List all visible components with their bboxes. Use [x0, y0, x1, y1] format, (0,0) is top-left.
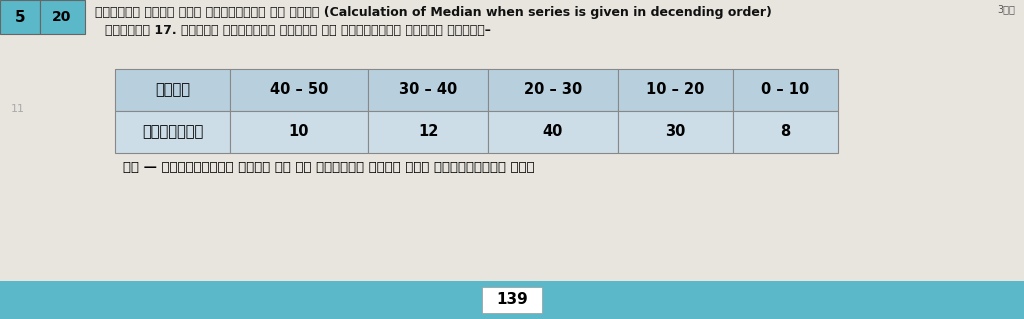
Text: 5: 5: [14, 10, 26, 25]
Text: 8: 8: [780, 124, 791, 139]
Bar: [368, 111, 488, 153]
Text: हल — वर्गान्तर पहले से ही अवरोही क्रम में व्यवस्थित है।: हल — वर्गान्तर पहले से ही अवरोही क्रम मे…: [123, 161, 535, 174]
Text: 12: 12: [418, 124, 438, 139]
Bar: [618, 111, 733, 153]
Bar: [55, 281, 1024, 319]
Text: आवृत्ति: आवृत्ति: [142, 124, 203, 139]
Text: 3नं: 3नं: [997, 4, 1015, 14]
Bar: [618, 69, 733, 111]
Text: 0 – 10: 0 – 10: [762, 83, 810, 98]
Text: 30: 30: [666, 124, 686, 139]
Bar: [115, 111, 230, 153]
Bar: [733, 111, 838, 153]
Text: 20 – 30: 20 – 30: [524, 83, 582, 98]
Bar: [115, 69, 230, 111]
Bar: [368, 69, 488, 111]
Text: 30 – 40: 30 – 40: [399, 83, 457, 98]
Text: 20: 20: [52, 10, 72, 24]
Bar: [40, 0, 85, 34]
Bar: [0, 281, 55, 319]
FancyBboxPatch shape: [482, 287, 542, 313]
Bar: [230, 111, 368, 153]
Bar: [733, 69, 838, 111]
Bar: [230, 69, 368, 111]
Text: वर्ग: वर्ग: [155, 83, 190, 98]
Bar: [0, 0, 40, 34]
Text: 139: 139: [496, 293, 528, 308]
Bar: [488, 69, 618, 111]
Bar: [488, 111, 618, 153]
Text: अवरोही क्रम में माध्यिका की गणना (Calculation of Median when series is given in : अवरोही क्रम में माध्यिका की गणना (Calcul…: [95, 6, 772, 19]
Text: 10 – 20: 10 – 20: [646, 83, 705, 98]
Text: 10: 10: [289, 124, 309, 139]
Text: 40: 40: [543, 124, 563, 139]
Text: 40 – 50: 40 – 50: [269, 83, 328, 98]
Text: 11: 11: [11, 104, 25, 114]
Text: उदाहरण 17. निम्न आवृत्ति वितरण से माध्यिका ज्ञात कीजिए–: उदाहरण 17. निम्न आवृत्ति वितरण से माध्यि…: [105, 24, 490, 37]
